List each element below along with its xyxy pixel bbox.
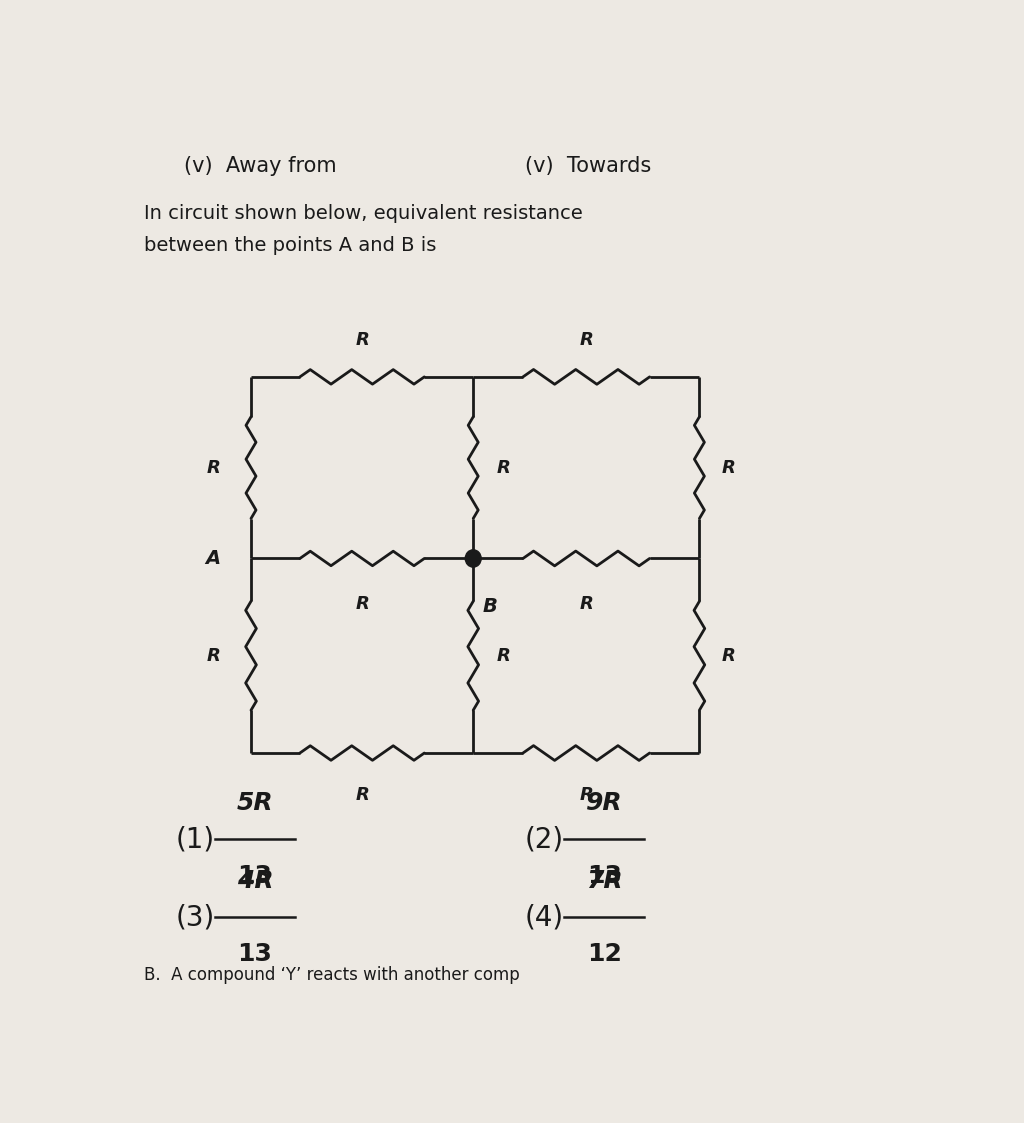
Text: 13: 13 bbox=[587, 864, 622, 887]
Text: (v)  Away from: (v) Away from bbox=[183, 156, 336, 176]
Text: 5R: 5R bbox=[237, 792, 273, 815]
Text: (v)  Towards: (v) Towards bbox=[524, 156, 651, 176]
Text: R: R bbox=[722, 647, 735, 665]
Text: R: R bbox=[580, 786, 593, 804]
Circle shape bbox=[465, 550, 481, 567]
Text: R: R bbox=[497, 647, 511, 665]
Text: B: B bbox=[482, 597, 498, 617]
Text: R: R bbox=[580, 595, 593, 613]
Text: B.  A compound ‘Y’ reacts with another comp: B. A compound ‘Y’ reacts with another co… bbox=[143, 966, 519, 984]
Text: R: R bbox=[580, 331, 593, 349]
Text: between the points A and B is: between the points A and B is bbox=[143, 236, 436, 255]
Text: R: R bbox=[355, 331, 369, 349]
Text: In circuit shown below, equivalent resistance: In circuit shown below, equivalent resis… bbox=[143, 204, 583, 223]
Text: 13: 13 bbox=[238, 941, 272, 966]
Text: 9R: 9R bbox=[586, 792, 623, 815]
Text: R: R bbox=[355, 595, 369, 613]
Text: R: R bbox=[207, 458, 221, 476]
Text: R: R bbox=[207, 647, 221, 665]
Text: (2): (2) bbox=[524, 825, 564, 853]
Text: 7R: 7R bbox=[586, 869, 623, 893]
Text: 4R: 4R bbox=[237, 869, 273, 893]
Text: (3): (3) bbox=[176, 903, 215, 931]
Text: R: R bbox=[497, 458, 511, 476]
Text: 12: 12 bbox=[587, 941, 622, 966]
Text: R: R bbox=[722, 458, 735, 476]
Text: R: R bbox=[355, 786, 369, 804]
Text: 13: 13 bbox=[238, 864, 272, 887]
Text: (1): (1) bbox=[176, 825, 215, 853]
Text: A: A bbox=[206, 549, 221, 568]
Text: (4): (4) bbox=[524, 903, 564, 931]
